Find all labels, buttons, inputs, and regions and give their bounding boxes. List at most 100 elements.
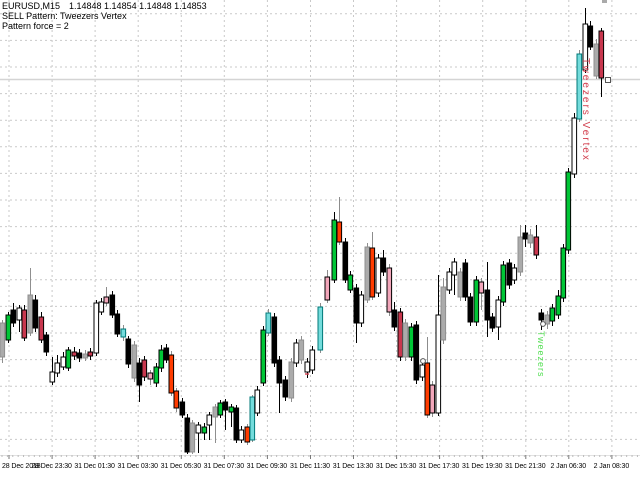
candle	[538, 312, 545, 321]
candle	[60, 356, 67, 368]
time-axis-label: 31 Dec 07:30	[203, 463, 245, 470]
candle	[173, 390, 180, 409]
candle	[179, 401, 186, 416]
candle	[522, 232, 529, 240]
candle	[495, 299, 502, 328]
time-axis-label: 28 Dec 2018	[2, 463, 41, 470]
candle	[125, 338, 132, 365]
candle	[500, 264, 507, 303]
candle	[103, 296, 110, 304]
candle	[195, 424, 202, 434]
candle	[49, 371, 56, 383]
candle	[189, 422, 196, 453]
time-axis-scale[interactable]: 28 Dec 2018 28 Dec 23:30 31 Dec 01:30 31 De…	[0, 455, 640, 480]
candle	[65, 349, 72, 369]
sell-pattern-annotation: Tweezers Vertex	[580, 58, 591, 162]
time-axis-label: 31 Dec 09:30	[246, 463, 288, 470]
candle	[141, 359, 148, 378]
symbol-period-label: EURUSD,M15	[2, 1, 61, 11]
candle	[549, 307, 556, 322]
candle	[228, 406, 235, 413]
top-tick-marker	[602, 0, 607, 3]
candle	[5, 314, 12, 341]
candle	[451, 261, 458, 276]
candle	[238, 429, 245, 441]
time-axis-label: 31 Dec 15:30	[375, 463, 417, 470]
candle	[282, 379, 289, 398]
time-axis-label: 31 Dec 13:30	[332, 463, 374, 470]
candle	[435, 314, 442, 414]
candle	[419, 364, 426, 378]
candle	[397, 311, 404, 358]
candle	[158, 349, 165, 369]
candle	[391, 309, 398, 328]
pattern-markers	[305, 0, 611, 375]
candlestick-chart	[0, 0, 640, 455]
candle	[429, 384, 436, 414]
candle	[82, 353, 89, 359]
candle	[265, 312, 272, 334]
candle	[587, 25, 594, 48]
pattern-force-text: Pattern force = 2	[2, 21, 69, 31]
candle	[527, 234, 534, 244]
candle	[576, 53, 583, 120]
candle	[309, 349, 316, 371]
candle	[533, 236, 540, 256]
candle	[184, 417, 191, 453]
candle	[206, 414, 213, 426]
candle	[484, 289, 491, 321]
candle	[555, 295, 562, 316]
candle	[408, 326, 415, 358]
candle	[0, 322, 6, 358]
candle	[87, 351, 94, 357]
candle	[217, 402, 224, 416]
candle	[260, 329, 267, 384]
candle	[93, 302, 100, 354]
chart-canvas[interactable]: EURUSD,M15 1.14848 1.14854 1.14848 1.1485…	[0, 0, 640, 455]
candle	[375, 257, 382, 294]
candle	[324, 276, 331, 301]
candle	[571, 117, 578, 175]
candle	[254, 389, 261, 414]
candle	[32, 299, 39, 329]
object-anchor-marker	[605, 77, 611, 83]
time-axis-label: 31 Dec 01:30	[74, 463, 115, 470]
candle	[364, 246, 371, 301]
candle	[446, 271, 453, 291]
candle	[120, 328, 127, 338]
time-axis-label: 2 Jan 08:30	[593, 463, 630, 470]
candle	[544, 314, 551, 325]
time-axis-label: 2 Jan 06:30	[550, 463, 587, 470]
candle	[153, 366, 160, 384]
candle	[304, 361, 311, 373]
candle	[358, 294, 365, 324]
candle	[489, 316, 496, 329]
candle	[517, 236, 524, 273]
time-axis-label: 31 Dec 05:30	[160, 463, 202, 470]
buy-pattern-annotation: Tweezers	[536, 331, 546, 378]
candle	[402, 322, 409, 358]
candle	[147, 372, 154, 380]
quote-line: EURUSD,M15 1.14848 1.14854 1.14848 1.1485…	[2, 1, 207, 11]
candle	[467, 296, 474, 323]
candle	[353, 287, 360, 324]
candle	[298, 339, 305, 361]
candle	[43, 334, 50, 353]
candle	[336, 221, 343, 243]
candle	[136, 362, 143, 386]
candle	[347, 274, 354, 291]
candle	[38, 316, 45, 341]
candle	[212, 406, 219, 418]
time-axis-ticks	[0, 455, 640, 459]
candle	[233, 407, 240, 441]
candle	[440, 286, 447, 341]
candle	[98, 301, 105, 313]
candle	[276, 359, 283, 384]
candlestick-series	[0, 8, 605, 454]
candle	[317, 306, 324, 351]
candle	[413, 324, 420, 381]
signal-text: SELL Pattern: Tweezers Vertex	[2, 11, 127, 21]
candle	[249, 396, 256, 441]
time-axis-label: 31 Dec 21:30	[505, 463, 546, 470]
candle	[76, 352, 83, 359]
